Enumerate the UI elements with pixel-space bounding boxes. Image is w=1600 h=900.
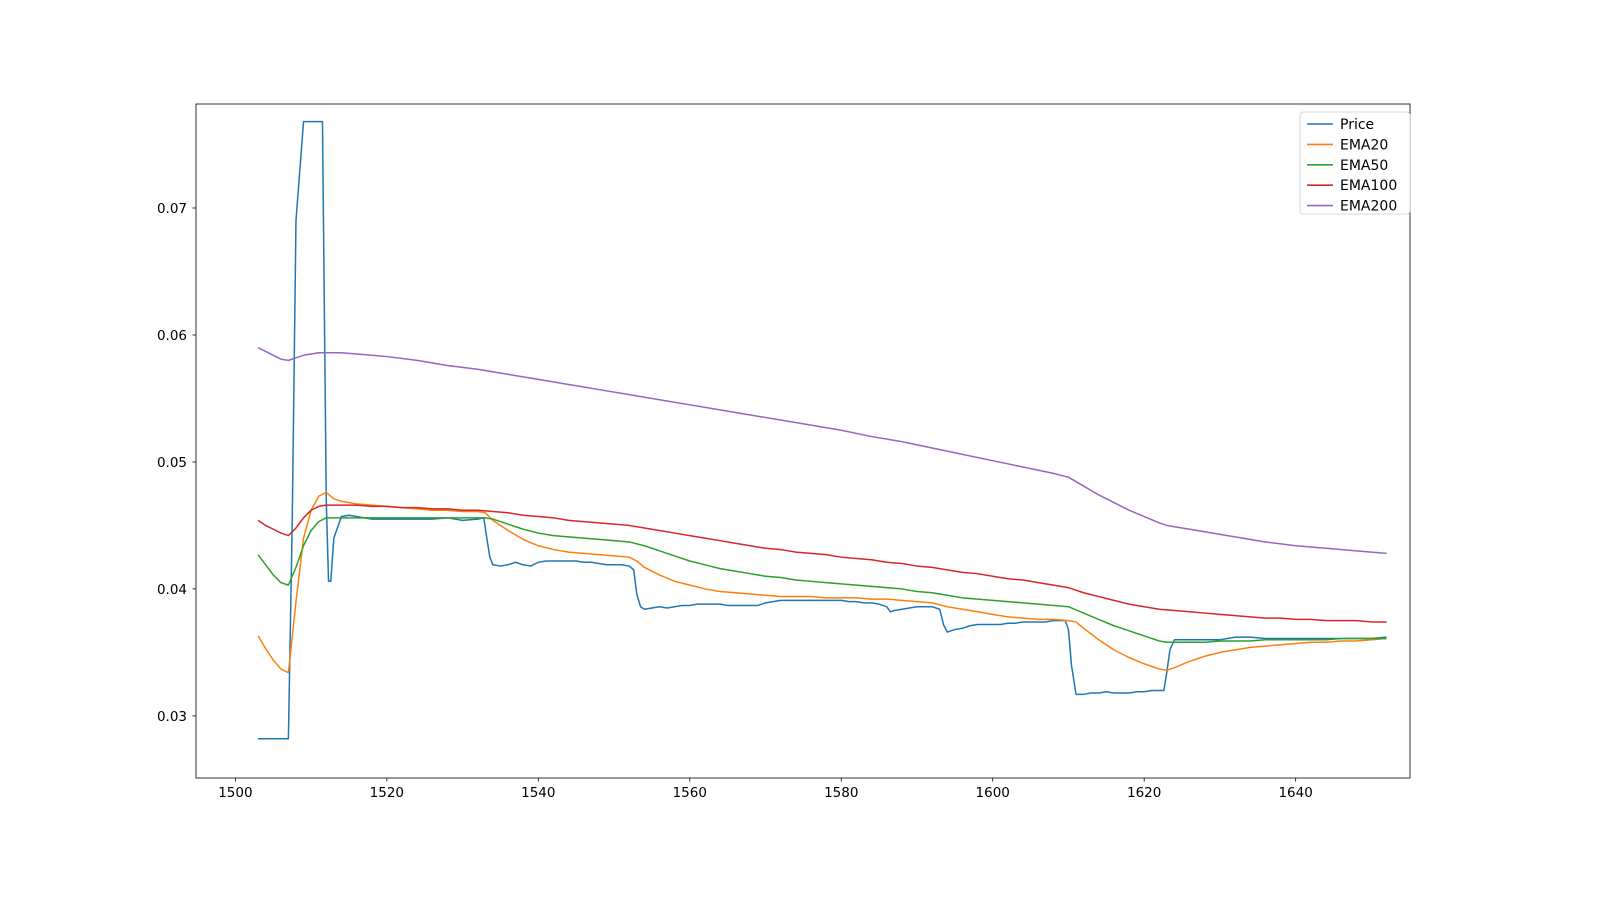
legend-label-ema100: EMA100 xyxy=(1340,178,1397,194)
series-line-ema100 xyxy=(257,504,1387,623)
y-tick-label: 0.05 xyxy=(157,455,187,471)
legend-label-price: Price xyxy=(1340,117,1374,133)
series-line-ema20 xyxy=(257,491,1387,674)
y-tick-label: 0.04 xyxy=(157,582,187,598)
chart-legend[interactable]: Price EMA20 EMA50 EMA100 EMA200 xyxy=(1299,111,1411,215)
y-axis-ticks: 0.03 0.04 0.05 0.06 0.07 xyxy=(157,201,196,725)
x-tick-label: 1500 xyxy=(218,785,252,801)
axes-frame xyxy=(195,103,1411,779)
x-tick-label: 1600 xyxy=(976,785,1010,801)
legend-box xyxy=(1299,111,1411,215)
data-series-group xyxy=(257,120,1387,740)
x-tick-label: 1520 xyxy=(370,785,404,801)
x-tick-label: 1540 xyxy=(521,785,555,801)
x-axis-ticks: 1500 1520 1540 1560 1580 1600 1620 1640 xyxy=(218,778,1313,801)
plot-frame-spines xyxy=(195,103,1411,779)
y-tick-label: 0.03 xyxy=(157,709,187,725)
y-tick-label: 0.07 xyxy=(157,201,187,217)
x-tick-label: 1580 xyxy=(824,785,858,801)
x-tick-label: 1620 xyxy=(1127,785,1161,801)
legend-label-ema20: EMA20 xyxy=(1340,137,1388,153)
y-tick-label: 0.06 xyxy=(157,328,187,344)
x-tick-label: 1560 xyxy=(673,785,707,801)
series-line-ema200 xyxy=(257,347,1387,555)
legend-label-ema200: EMA200 xyxy=(1340,199,1397,215)
legend-label-ema50: EMA50 xyxy=(1340,158,1388,174)
series-line-price xyxy=(258,120,1387,740)
x-tick-label: 1640 xyxy=(1278,785,1312,801)
series-line-ema50 xyxy=(257,517,1387,644)
